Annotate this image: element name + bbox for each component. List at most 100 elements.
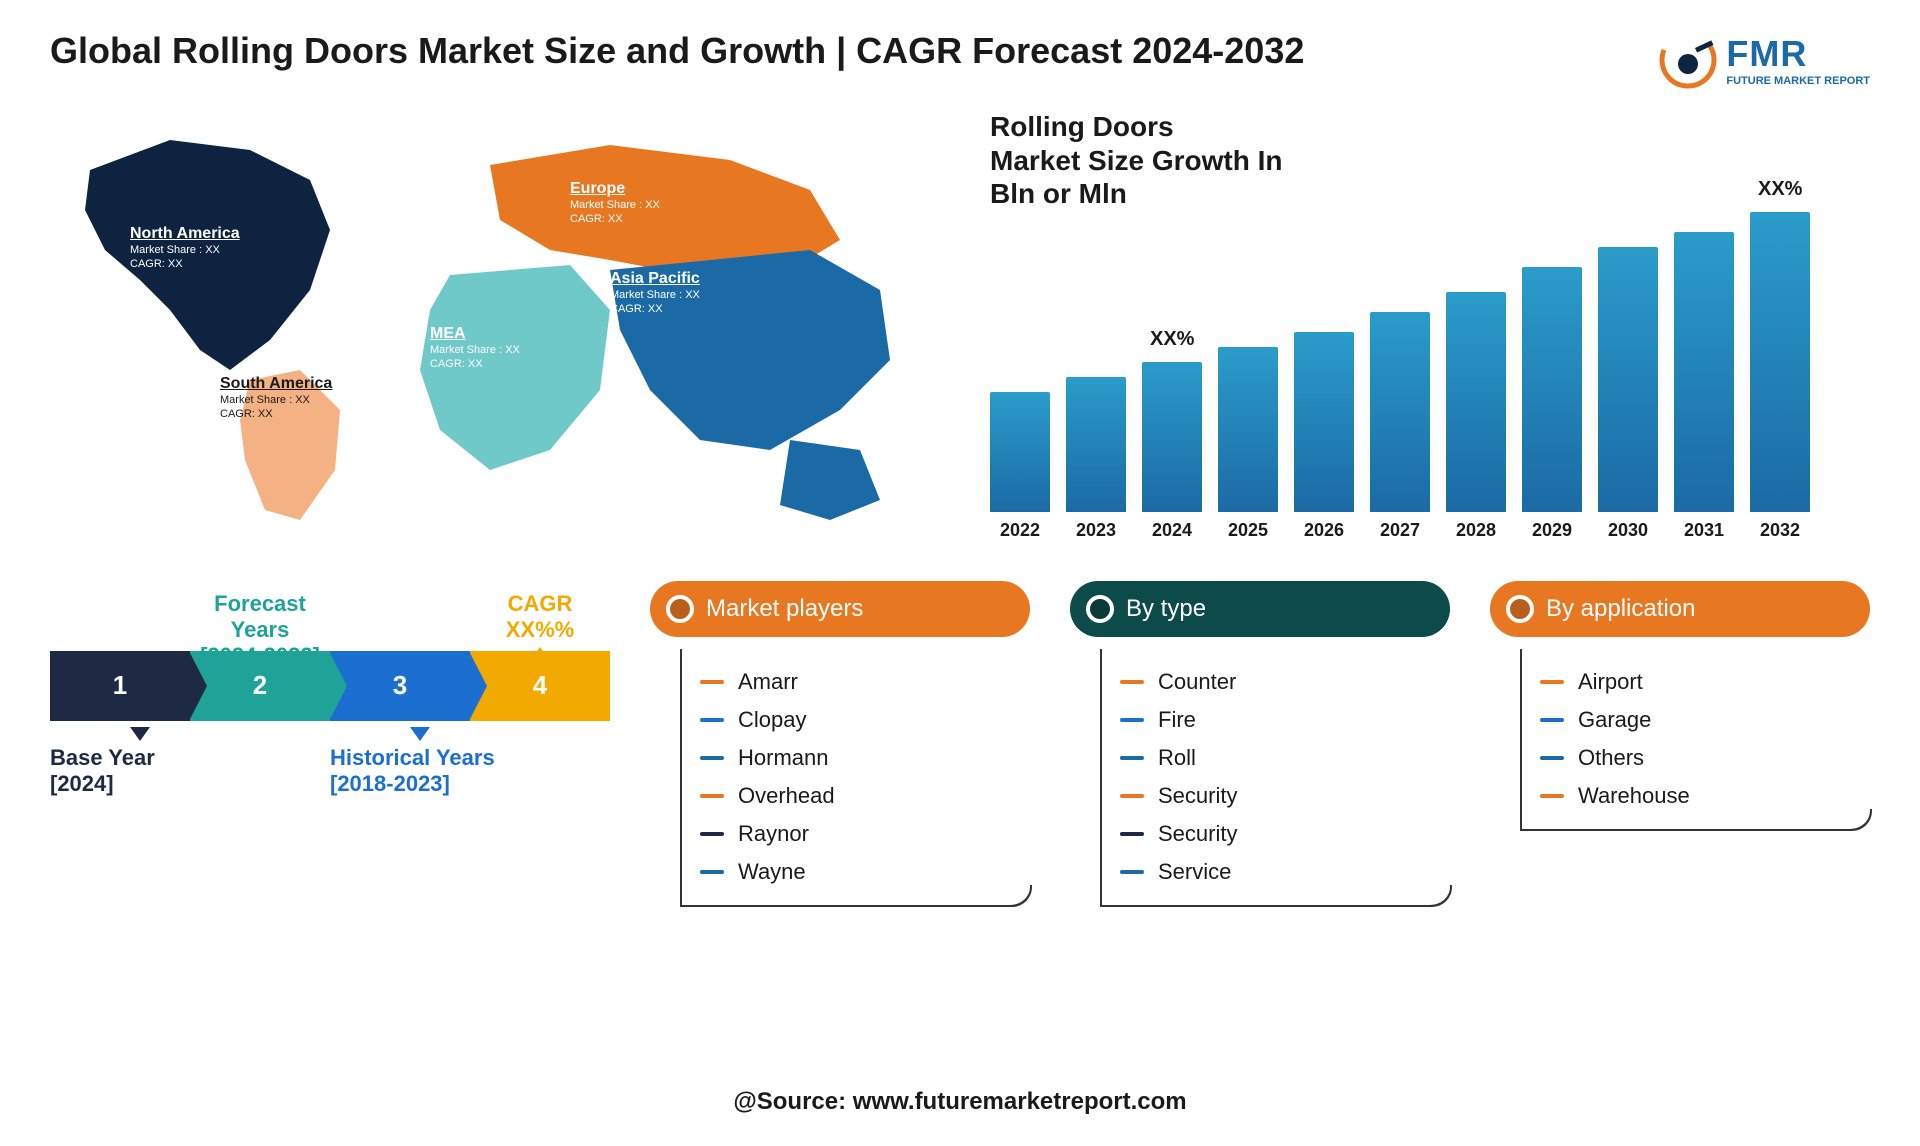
bar-year-label: 2029 bbox=[1532, 520, 1572, 541]
top-section: North AmericaMarket Share : XXCAGR: XXSo… bbox=[50, 110, 1870, 541]
timeline-bar: 1234 bbox=[50, 651, 610, 721]
category-body: Amarr Clopay Hormann Overhead Raynor Wayne bbox=[680, 649, 1030, 907]
bar-year-label: 2023 bbox=[1076, 520, 1116, 541]
bar-annotation: XX% bbox=[1150, 328, 1194, 351]
category-item: Service bbox=[1120, 853, 1440, 891]
bullet-icon bbox=[1540, 718, 1564, 722]
bar-annotation: XX% bbox=[1758, 178, 1802, 201]
category-header: By application bbox=[1490, 581, 1870, 637]
category-item: Warehouse bbox=[1540, 777, 1860, 815]
bullet-icon bbox=[700, 794, 724, 798]
bar-year-label: 2028 bbox=[1456, 520, 1496, 541]
bullet-icon bbox=[1120, 794, 1144, 798]
bullet-icon bbox=[1120, 680, 1144, 684]
category-column: By typeCounterFireRollSecuritySecuritySe… bbox=[1070, 581, 1450, 907]
bar bbox=[990, 392, 1050, 512]
category-item: Security bbox=[1120, 777, 1440, 815]
timeline-segment: 1 bbox=[50, 651, 190, 721]
bottom-section: Forecast Years[2024-2032]CAGRXX%%1234Bas… bbox=[50, 581, 1870, 907]
bar-wrap: 2027 bbox=[1370, 312, 1430, 541]
bar-wrap: 2024 bbox=[1142, 362, 1202, 541]
category-item-label: Raynor bbox=[738, 821, 809, 847]
category-item: Security bbox=[1120, 815, 1440, 853]
bullet-icon bbox=[1540, 680, 1564, 684]
category-item: Garage bbox=[1540, 701, 1860, 739]
bar-year-label: 2024 bbox=[1152, 520, 1192, 541]
bar-chart-area: Rolling DoorsMarket Size Growth InBln or… bbox=[990, 110, 1870, 541]
timeline: Forecast Years[2024-2032]CAGRXX%%1234Bas… bbox=[50, 581, 610, 817]
category-item-label: Fire bbox=[1158, 707, 1196, 733]
category-item-label: Garage bbox=[1578, 707, 1651, 733]
category-item-label: Security bbox=[1158, 821, 1237, 847]
category-item: Hormann bbox=[700, 739, 1020, 777]
bar-year-label: 2031 bbox=[1684, 520, 1724, 541]
category-item: Overhead bbox=[700, 777, 1020, 815]
category-item-label: Wayne bbox=[738, 859, 806, 885]
logo-icon bbox=[1658, 30, 1718, 90]
map-svg bbox=[50, 110, 950, 530]
bullet-icon bbox=[700, 756, 724, 760]
category-column: Market players Amarr Clopay Hormann Overhead… bbox=[650, 581, 1030, 907]
bar-year-label: 2032 bbox=[1760, 520, 1800, 541]
bullet-icon bbox=[1540, 756, 1564, 760]
bullet-icon bbox=[1120, 756, 1144, 760]
category-item: Others bbox=[1540, 739, 1860, 777]
bullet-icon bbox=[700, 680, 724, 684]
category-item: Wayne bbox=[700, 853, 1020, 891]
bar bbox=[1446, 292, 1506, 512]
category-item-label: Amarr bbox=[738, 669, 798, 695]
bar bbox=[1522, 267, 1582, 512]
bar bbox=[1294, 332, 1354, 512]
category-item-label: Airport bbox=[1578, 669, 1643, 695]
bar bbox=[1142, 362, 1202, 512]
category-item-label: Hormann bbox=[738, 745, 828, 771]
map-region-label: EuropeMarket Share : XXCAGR: XX bbox=[570, 180, 660, 227]
category-item: Roll bbox=[1120, 739, 1440, 777]
bar-wrap: 2028 bbox=[1446, 292, 1506, 541]
page-title: Global Rolling Doors Market Size and Gro… bbox=[50, 30, 1304, 72]
bar-wrap: 2032 bbox=[1750, 212, 1810, 541]
bar-year-label: 2025 bbox=[1228, 520, 1268, 541]
category-item-label: Counter bbox=[1158, 669, 1236, 695]
category-header: Market players bbox=[650, 581, 1030, 637]
category-item: Amarr bbox=[700, 663, 1020, 701]
logo-sub: FUTURE MARKET REPORT bbox=[1726, 75, 1870, 87]
category-item: Counter bbox=[1120, 663, 1440, 701]
logo-text: FMR FUTURE MARKET REPORT bbox=[1726, 33, 1870, 87]
category-item: Clopay bbox=[700, 701, 1020, 739]
bar-year-label: 2030 bbox=[1608, 520, 1648, 541]
bar bbox=[1370, 312, 1430, 512]
bar-wrap: 2031 bbox=[1674, 232, 1734, 541]
bar-wrap: 2022 bbox=[990, 392, 1050, 541]
bullet-icon bbox=[700, 718, 724, 722]
bar-wrap: 2029 bbox=[1522, 267, 1582, 541]
timeline-bottom-label: Base Year[2024] bbox=[50, 727, 230, 797]
bar-wrap: 2025 bbox=[1218, 347, 1278, 541]
category-item-label: Others bbox=[1578, 745, 1644, 771]
header: Global Rolling Doors Market Size and Gro… bbox=[50, 30, 1870, 90]
category-item-label: Roll bbox=[1158, 745, 1196, 771]
source-attribution: @Source: www.futuremarketreport.com bbox=[733, 1088, 1186, 1116]
bar-chart: 2022 2023 2024 2025 2026 2027 2028 2029 2030 2031… bbox=[990, 221, 1870, 541]
bullet-icon bbox=[1120, 870, 1144, 874]
category-body: Airport Garage Others Warehouse bbox=[1520, 649, 1870, 831]
timeline-bottom-label: Historical Years[2018-2023] bbox=[330, 727, 510, 797]
bar bbox=[1066, 377, 1126, 512]
category-item: Airport bbox=[1540, 663, 1860, 701]
bar-wrap: 2023 bbox=[1066, 377, 1126, 541]
bar-wrap: 2026 bbox=[1294, 332, 1354, 541]
category-column: By application Airport Garage Others Warehou… bbox=[1490, 581, 1870, 907]
logo-fmr: FMR bbox=[1726, 33, 1870, 75]
bar bbox=[1218, 347, 1278, 512]
map-region-label: MEAMarket Share : XXCAGR: XX bbox=[430, 325, 520, 372]
bar-year-label: 2022 bbox=[1000, 520, 1040, 541]
logo: FMR FUTURE MARKET REPORT bbox=[1658, 30, 1870, 90]
category-item-label: Clopay bbox=[738, 707, 806, 733]
world-map: North AmericaMarket Share : XXCAGR: XXSo… bbox=[50, 110, 950, 530]
category-body: Counter Fire Roll Security Security Service bbox=[1100, 649, 1450, 907]
category-item-label: Warehouse bbox=[1578, 783, 1690, 809]
bar-year-label: 2026 bbox=[1304, 520, 1344, 541]
bullet-icon bbox=[1120, 718, 1144, 722]
bar-wrap: 2030 bbox=[1598, 247, 1658, 541]
bullet-icon bbox=[700, 832, 724, 836]
